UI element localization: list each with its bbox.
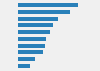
Bar <box>18 3 78 7</box>
Bar <box>18 30 50 34</box>
Bar <box>18 37 46 41</box>
Bar <box>18 57 35 61</box>
Bar <box>18 17 58 21</box>
Bar <box>18 10 70 14</box>
Bar <box>18 44 45 47</box>
Bar <box>18 64 30 68</box>
Bar <box>18 24 53 27</box>
Bar <box>18 50 43 54</box>
